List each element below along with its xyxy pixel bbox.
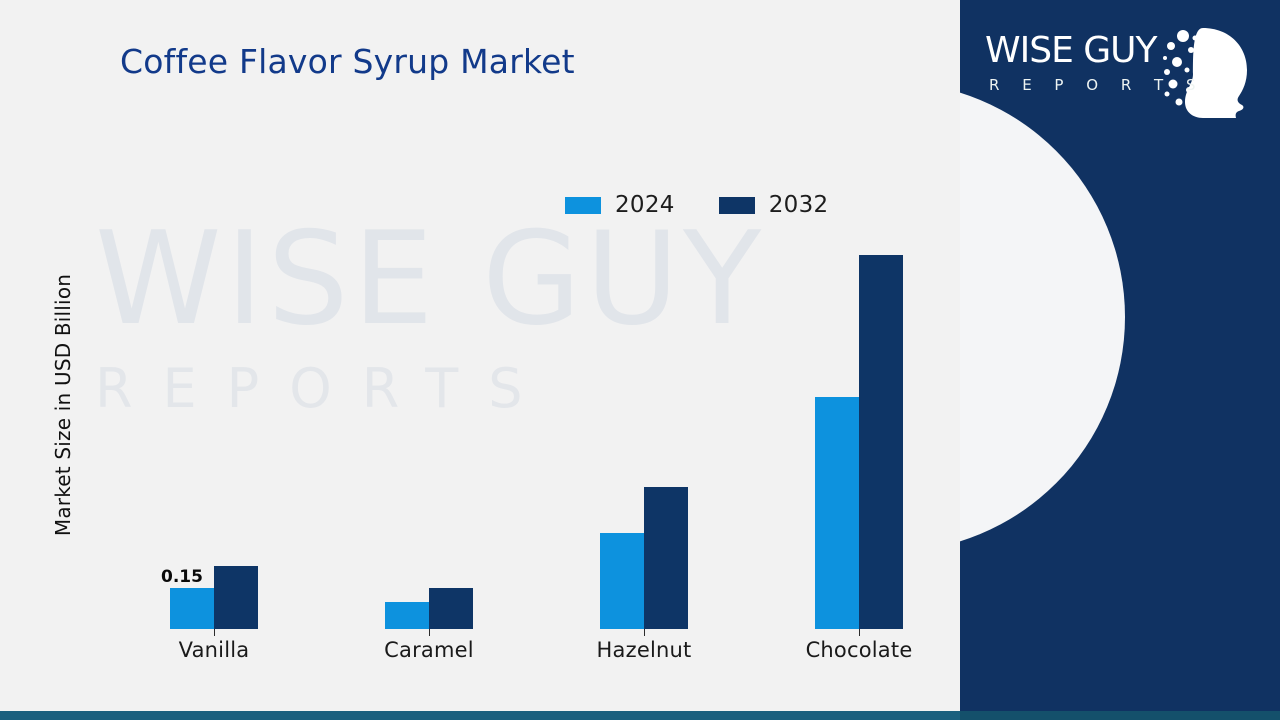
brand-panel: WISE GUY R E P O R T S <box>960 0 1280 711</box>
legend-label-2032: 2032 <box>768 192 829 218</box>
axis-tick-chocolate <box>859 629 860 636</box>
legend-label-2024: 2024 <box>615 192 675 218</box>
axis-tick-hazelnut <box>644 629 645 636</box>
brand-tagline: R E P O R T S <box>989 76 1205 94</box>
axis-tick-caramel <box>429 629 430 636</box>
page-title: Coffee Flavor Syrup Market <box>120 42 575 81</box>
bar-chocolate-2032[interactable] <box>859 255 903 629</box>
bottom-accent-strip-right <box>960 711 1280 720</box>
legend-item-2032[interactable]: 2032 <box>718 192 829 218</box>
chart-legend: 2024 2032 <box>565 192 828 218</box>
chart-panel: WISE GUY REPORTS Coffee Flavor Syrup Mar… <box>51 42 913 662</box>
bar-chocolate-2024[interactable] <box>815 397 859 629</box>
data-label-vanilla-2024: 0.15 <box>161 567 203 587</box>
brand-logo: WISE GUY R E P O R T S <box>985 28 1255 118</box>
legend-swatch-2024 <box>565 196 601 214</box>
x-axis-label-caramel: Caramel <box>384 638 474 662</box>
legend-item-2024[interactable]: 2024 <box>565 192 675 218</box>
circle-decoration <box>960 82 1125 552</box>
bar-hazelnut-2024[interactable] <box>600 533 644 629</box>
brand-name: WISE GUY <box>985 30 1157 71</box>
bar-vanilla-2032[interactable] <box>214 566 258 629</box>
bottom-accent-strip <box>0 711 1280 720</box>
bar-caramel-2032[interactable] <box>429 588 473 629</box>
legend-swatch-2032 <box>718 196 755 214</box>
bar-caramel-2024[interactable] <box>385 602 429 629</box>
bar-vanilla-2024[interactable] <box>170 588 214 629</box>
x-axis-label-hazelnut: Hazelnut <box>596 638 692 662</box>
axis-tick-vanilla <box>214 629 215 636</box>
x-axis-label-vanilla: Vanilla <box>178 638 250 662</box>
bar-hazelnut-2032[interactable] <box>644 487 688 629</box>
x-axis-label-chocolate: Chocolate <box>805 638 913 662</box>
head-profile-icon <box>1163 28 1247 118</box>
molecule-dots-decoration <box>960 82 1125 552</box>
plot-area: Vanilla Caramel Hazelnut Chocolate 0.15 <box>161 255 913 662</box>
